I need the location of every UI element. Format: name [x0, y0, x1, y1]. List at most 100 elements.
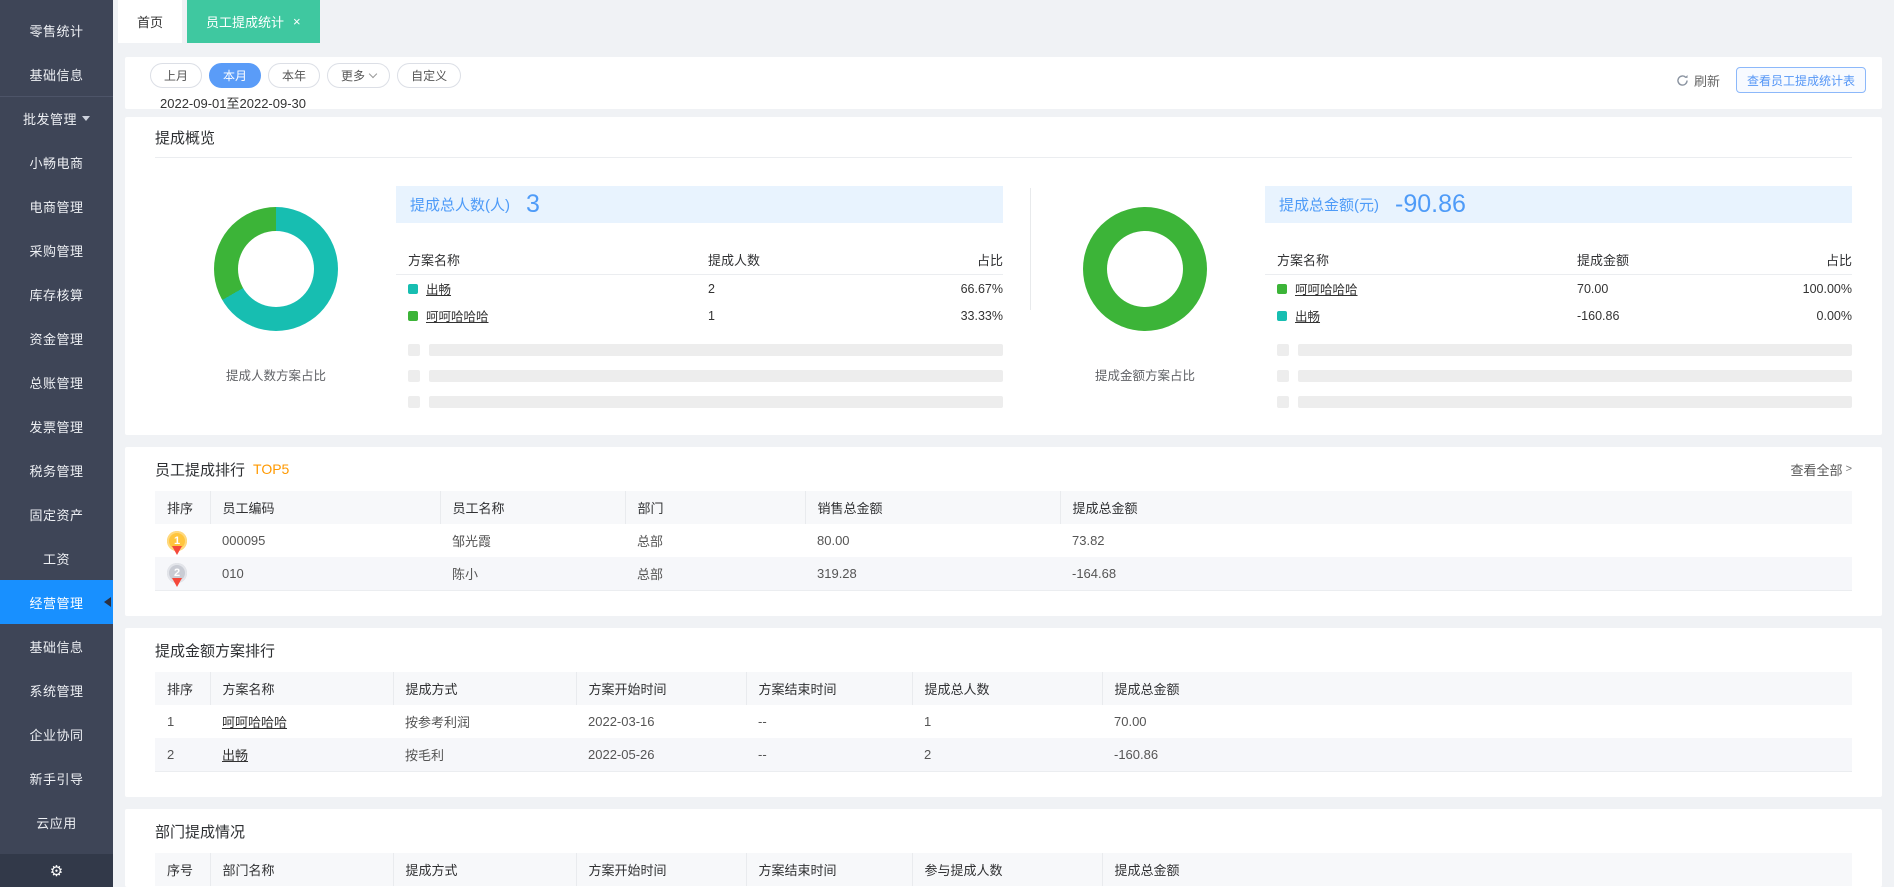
sidebar-item-funds[interactable]: 资金管理: [0, 316, 113, 360]
filter-bar: 上月 本月 本年 更多 自定义 2022-09-01至2022-09-30 刷新…: [125, 57, 1882, 111]
plan-ranking-header: 提成金额方案排行: [155, 628, 1852, 672]
scheme-link[interactable]: 出畅: [426, 283, 452, 297]
cell-rank: 2: [155, 738, 210, 772]
sidebar-item-tax[interactable]: 税务管理: [0, 448, 113, 492]
cell-total-people: 2: [912, 738, 1102, 772]
close-icon[interactable]: ×: [293, 14, 301, 29]
chevron-right-icon: >: [1845, 463, 1852, 475]
department-commission-table: 序号 部门名称 提成方式 方案开始时间 方案结束时间 参与提成人数 提成总金额: [155, 853, 1852, 886]
cell-total-amount: 70.00: [1114, 714, 1147, 729]
view-all-link[interactable]: 查看全部 >: [1791, 460, 1852, 479]
sidebar-item-ecom-mgmt[interactable]: 电商管理: [0, 184, 113, 228]
sidebar-item-beginner-guide[interactable]: 新手引导: [0, 756, 113, 800]
scheme-link[interactable]: 呵呵哈哈哈: [1295, 283, 1358, 297]
section-title: 提成概览: [155, 129, 216, 147]
refresh-button[interactable]: 刷新: [1676, 71, 1720, 90]
amount-donut-chart[interactable]: [1083, 207, 1207, 331]
table-row: 出畅 2 66.67%: [396, 275, 1003, 302]
filter-left: 上月 本月 本年 更多 自定义 2022-09-01至2022-09-30: [150, 63, 462, 111]
sidebar-settings-button[interactable]: ⚙: [0, 854, 113, 887]
col-scheme-name: 方案名称: [1277, 253, 1330, 268]
cell-department: 总部: [625, 557, 805, 591]
col-scheme-name: 方案名称: [408, 253, 461, 268]
sidebar-item-label: 基础信息: [29, 639, 84, 655]
scheme-link[interactable]: 呵呵哈哈哈: [426, 310, 489, 324]
sidebar-item-wholesale[interactable]: 批发管理: [0, 96, 113, 140]
sidebar-item-basic-info[interactable]: 基础信息: [0, 52, 113, 96]
amount-donut-caption: 提成金额方案占比: [1094, 369, 1195, 383]
people-stat-box: 提成总人数(人) 3: [396, 186, 1003, 223]
table-header-row: 排序 员工编码 员工名称 部门 销售总金额 提成总金额: [155, 491, 1852, 524]
col-commission-method: 提成方式: [393, 853, 577, 886]
filter-last-month[interactable]: 上月: [150, 63, 203, 88]
filter-more[interactable]: 更多: [327, 63, 391, 88]
col-rank: 排序: [155, 672, 211, 705]
col-ratio: 占比: [1825, 253, 1852, 268]
date-range-text: 2022-09-01至2022-09-30: [160, 96, 306, 111]
sidebar-item-label: 发票管理: [29, 419, 84, 435]
table-row: 2 010 陈小 总部 319.28 -164.68: [155, 557, 1852, 591]
section-title: 员工提成排行: [155, 461, 246, 479]
page-content: 上月 本月 本年 更多 自定义 2022-09-01至2022-09-30 刷新…: [113, 43, 1894, 887]
skeleton-bar: [429, 344, 1003, 356]
col-scheme-name: 方案名称: [210, 672, 394, 705]
rank-number: 1: [173, 534, 181, 547]
sidebar-item-fixed-assets[interactable]: 固定资产: [0, 492, 113, 536]
sidebar-item-xiaochang-ecom[interactable]: 小畅电商: [0, 140, 113, 184]
cell-total-commission: 73.82: [1072, 533, 1105, 548]
view-report-button[interactable]: 查看员工提成统计表: [1735, 67, 1866, 93]
cell-method: 按参考利润: [405, 715, 471, 730]
sidebar-item-system-mgmt[interactable]: 系统管理: [0, 668, 113, 712]
sidebar-item-label: 总账管理: [29, 375, 84, 391]
skeleton-rows: [1265, 337, 1852, 415]
sidebar-item-business-mgmt[interactable]: 经营管理: [0, 580, 113, 624]
scheme-link[interactable]: 出畅: [1295, 310, 1321, 324]
plan-ranking-table: 排序 方案名称 提成方式 方案开始时间 方案结束时间 提成总人数 提成总金额 1…: [155, 672, 1852, 772]
table-row: 呵呵哈哈哈 1 33.33%: [396, 302, 1003, 329]
col-people-count: 提成人数: [708, 253, 761, 268]
col-participants: 参与提成人数: [912, 853, 1103, 886]
employee-ranking-table: 排序 员工编码 员工名称 部门 销售总金额 提成总金额 1 000095 邹光霞…: [155, 491, 1852, 591]
sidebar-item-invoice[interactable]: 发票管理: [0, 404, 113, 448]
cell-employee-name: 邹光霞: [452, 534, 492, 549]
col-total-amount: 提成总金额: [1102, 672, 1852, 705]
sidebar-item-retail-stats[interactable]: 零售统计: [0, 8, 113, 52]
sidebar-item-inventory[interactable]: 库存核算: [0, 272, 113, 316]
triangle-down-icon: [82, 116, 90, 121]
sidebar-item-basic-info-2[interactable]: 基础信息: [0, 624, 113, 668]
filter-this-month[interactable]: 本月: [209, 63, 262, 88]
table-header: 方案名称 提成金额 占比: [1265, 245, 1852, 275]
filter-custom[interactable]: 自定义: [397, 63, 462, 88]
sidebar-item-salary[interactable]: 工资: [0, 536, 113, 580]
col-employee-name: 员工名称: [440, 491, 626, 524]
sidebar-item-ledger[interactable]: 总账管理: [0, 360, 113, 404]
scheme-link[interactable]: 呵呵哈哈哈: [222, 715, 288, 730]
skeleton-rows: [396, 337, 1003, 415]
scheme-link[interactable]: 出畅: [222, 747, 249, 763]
sidebar-item-purchase[interactable]: 采购管理: [0, 228, 113, 272]
plan-ranking-section: 提成金额方案排行 排序 方案名称 提成方式 方案开始时间 方案结束时间 提成总人…: [125, 628, 1882, 797]
people-donut-chart[interactable]: [214, 207, 338, 331]
legend-swatch: [1277, 283, 1287, 294]
sidebar-item-enterprise-collab[interactable]: 企业协同: [0, 712, 113, 756]
cell-value: 2: [708, 281, 715, 296]
sidebar-item-label: 经营管理: [29, 595, 84, 611]
sidebar-item-label: 系统管理: [29, 683, 84, 699]
pill-label: 更多: [341, 69, 366, 83]
sidebar-item-label: 新手引导: [29, 771, 84, 787]
cell-value: 70.00: [1577, 281, 1609, 296]
tab-home[interactable]: 首页: [118, 0, 183, 43]
amount-scheme-table: 方案名称 提成金额 占比 呵呵哈哈哈 70.00 100.00% 出畅: [1265, 245, 1852, 415]
sidebar: 零售统计 基础信息 批发管理 小畅电商 电商管理 采购管理 库存核算 资金管理 …: [0, 0, 113, 887]
sidebar-item-label: 采购管理: [29, 243, 84, 259]
cell-method: 按毛利: [393, 738, 576, 772]
sidebar-item-cloud-apps[interactable]: 云应用: [0, 800, 113, 844]
skeleton-swatch: [1277, 396, 1289, 408]
col-total-commission: 提成总金额: [1060, 491, 1852, 524]
sidebar-item-label: 小畅电商: [29, 155, 84, 171]
chevron-down-icon: [368, 69, 378, 79]
filter-this-year[interactable]: 本年: [268, 63, 321, 88]
tab-employee-commission-stats[interactable]: 员工提成统计 ×: [187, 0, 320, 43]
cell-end-date: --: [746, 738, 912, 772]
section-title-overview: 提成概览: [155, 117, 1852, 158]
